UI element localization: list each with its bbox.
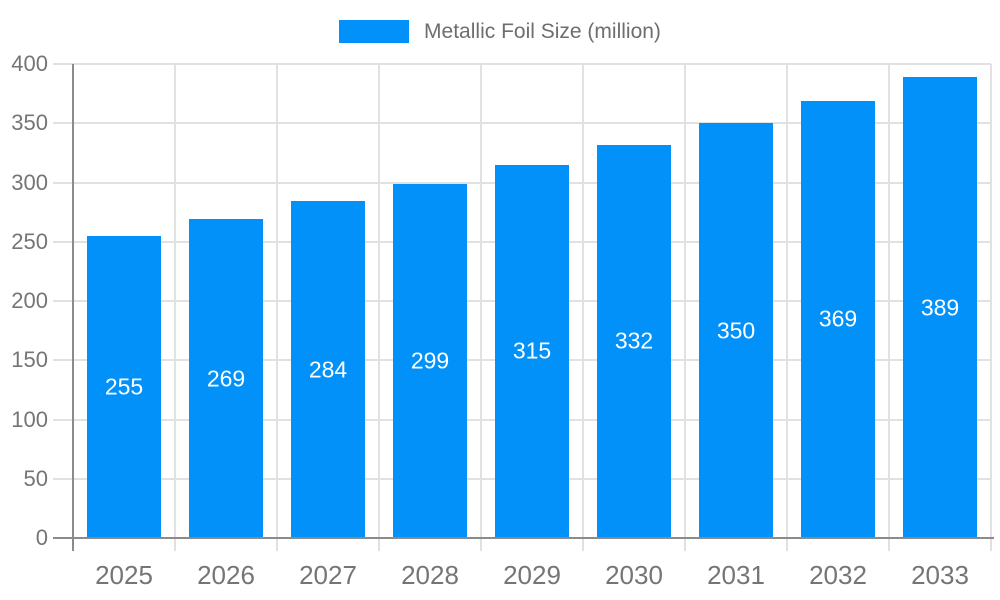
y-tick-label-50: 50 bbox=[23, 465, 48, 491]
gridline-x-7 bbox=[786, 64, 788, 551]
gridline-y-350 bbox=[53, 122, 991, 125]
bar-value-label-2028: 299 bbox=[410, 347, 450, 374]
bar-value-label-2032: 369 bbox=[818, 305, 858, 332]
gridline-y-400 bbox=[53, 63, 991, 65]
bar-2033 bbox=[903, 77, 977, 538]
x-tick-label-2025: 2025 bbox=[95, 560, 153, 590]
bar-2026 bbox=[189, 219, 263, 538]
bar-2032 bbox=[801, 100, 875, 538]
x-tick-label-2028: 2028 bbox=[401, 560, 459, 590]
x-tick-label-2029: 2029 bbox=[503, 560, 561, 590]
bar-2029 bbox=[495, 164, 569, 538]
gridline-x-5 bbox=[582, 64, 584, 551]
bar-2030 bbox=[597, 144, 671, 538]
x-tick-label-2030: 2030 bbox=[605, 560, 663, 590]
x-tick-label-2032: 2032 bbox=[809, 560, 867, 590]
gridline-x-6 bbox=[684, 64, 686, 551]
y-tick-label-400: 400 bbox=[11, 51, 48, 76]
y-tick-label-300: 300 bbox=[11, 169, 48, 195]
bar-value-label-2025: 255 bbox=[104, 373, 144, 400]
gridline-x-3 bbox=[378, 64, 380, 551]
bar-2031 bbox=[699, 123, 773, 538]
bar-value-label-2029: 315 bbox=[512, 337, 552, 364]
bar-2027 bbox=[291, 201, 365, 538]
bar-2028 bbox=[393, 183, 467, 538]
y-axis-line bbox=[72, 64, 74, 551]
bar-value-label-2031: 350 bbox=[716, 317, 756, 344]
y-tick-label-250: 250 bbox=[11, 228, 48, 254]
legend-label: Metallic Foil Size (million) bbox=[424, 20, 661, 43]
bar-value-label-2027: 284 bbox=[308, 356, 348, 383]
bar-value-label-2026: 269 bbox=[206, 365, 246, 392]
gridline-x-4 bbox=[480, 64, 482, 551]
x-tick-label-2026: 2026 bbox=[197, 560, 255, 590]
y-tick-label-0: 0 bbox=[35, 525, 48, 550]
x-axis-zero-line bbox=[53, 537, 994, 539]
y-tick-label-100: 100 bbox=[11, 406, 48, 432]
y-tick-label-350: 350 bbox=[11, 110, 48, 136]
gridline-x-2 bbox=[276, 64, 278, 551]
y-tick-label-200: 200 bbox=[11, 288, 48, 313]
x-tick-label-2033: 2033 bbox=[911, 560, 969, 590]
bar-value-label-2030: 332 bbox=[614, 327, 654, 354]
x-tick-label-2027: 2027 bbox=[299, 560, 357, 590]
bar-value-label-2033: 389 bbox=[920, 294, 960, 321]
gridline-x-9 bbox=[990, 64, 992, 551]
x-tick-label-2031: 2031 bbox=[707, 560, 765, 590]
legend-swatch bbox=[339, 20, 410, 43]
y-tick-label-150: 150 bbox=[11, 347, 48, 373]
legend[interactable]: Metallic Foil Size (million) bbox=[0, 20, 1000, 43]
bar-2025 bbox=[87, 235, 161, 538]
gridline-x-8 bbox=[888, 64, 890, 551]
gridline-x-1 bbox=[174, 64, 176, 551]
